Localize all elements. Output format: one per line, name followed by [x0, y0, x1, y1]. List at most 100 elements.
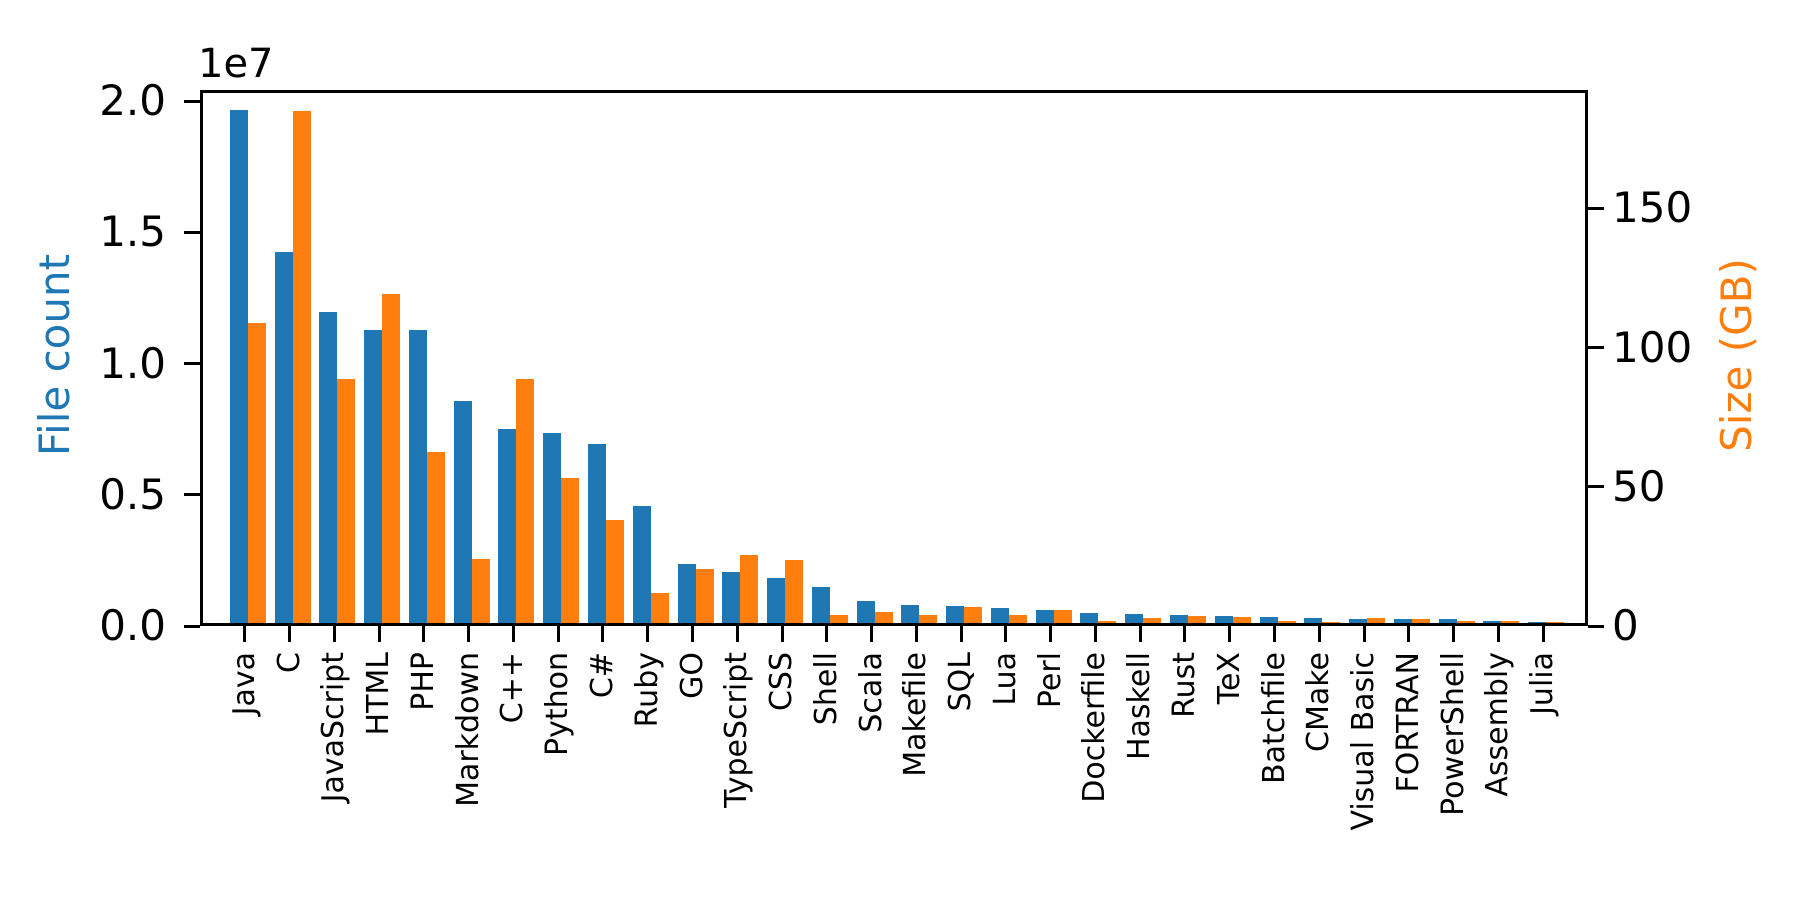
bar-file-count-haskell	[1125, 614, 1144, 623]
bar-file-count-lua	[990, 607, 1009, 623]
left-tick-label-1.5: 1.5	[99, 207, 166, 257]
bar-size-tex	[1232, 617, 1251, 623]
x-tick-label-cmake: CMake	[1301, 652, 1337, 752]
bar-size-html	[382, 294, 401, 623]
x-tick-mark	[1183, 626, 1187, 642]
bar-size-sql	[964, 607, 983, 623]
x-tick-label-ruby: Ruby	[629, 652, 665, 728]
x-tick-label-dockerfile: Dockerfile	[1077, 652, 1113, 803]
x-tick-mark	[825, 626, 829, 642]
x-tick-label-c: C#	[584, 652, 620, 699]
bar-size-perl	[1053, 609, 1072, 623]
bar-size-powershell	[1456, 621, 1475, 623]
x-tick-label-javascript: JavaScript	[316, 652, 352, 803]
x-tick-mark	[1496, 626, 1500, 642]
x-tick-mark	[1317, 626, 1321, 642]
x-tick-mark	[1407, 626, 1411, 642]
x-tick-label-html: HTML	[360, 652, 396, 736]
right-tick-mark	[1588, 206, 1604, 210]
right-tick-label-50: 50	[1612, 461, 1666, 511]
x-tick-mark	[959, 626, 963, 642]
bar-file-count-go	[677, 563, 696, 623]
right-tick-label-0: 0	[1612, 601, 1639, 650]
x-tick-mark	[332, 626, 336, 642]
bar-file-count-visual-basic	[1349, 618, 1368, 623]
bar-size-c	[292, 111, 311, 623]
bar-size-java	[247, 323, 266, 623]
x-tick-mark	[556, 626, 560, 642]
x-tick-mark	[377, 626, 381, 642]
bar-file-count-c	[274, 251, 293, 623]
x-tick-label-rust: Rust	[1166, 652, 1202, 718]
bar-size-makefile	[919, 614, 938, 623]
x-tick-mark	[243, 626, 247, 642]
right-tick-label-150: 150	[1612, 183, 1693, 233]
x-tick-mark	[1228, 626, 1232, 642]
right-tick-mark	[1588, 624, 1604, 628]
bar-file-count-makefile	[901, 605, 920, 623]
x-tick-mark	[1049, 626, 1053, 642]
x-tick-label-c: C++	[495, 652, 531, 724]
x-tick-mark	[601, 626, 605, 642]
x-tick-mark	[467, 626, 471, 642]
bar-file-count-cmake	[1304, 618, 1323, 623]
bar-size-c	[605, 520, 624, 623]
x-tick-label-python: Python	[539, 652, 575, 756]
bar-file-count-dockerfile	[1080, 613, 1099, 623]
bar-file-count-perl	[1035, 609, 1054, 623]
bar-size-python	[561, 478, 580, 623]
right-tick-label-100: 100	[1612, 322, 1693, 372]
bar-file-count-sql	[946, 605, 965, 623]
x-tick-label-java: Java	[226, 652, 262, 716]
left-tick-label-0.5: 0.5	[99, 469, 166, 519]
left-tick-label-2.0: 2.0	[99, 76, 166, 126]
bar-file-count-html	[364, 329, 383, 623]
x-tick-mark	[691, 626, 694, 642]
left-axis-offset-text: 1e7	[198, 41, 274, 87]
x-tick-label-perl: Perl	[1032, 652, 1068, 709]
x-tick-label-makefile: Makefile	[898, 652, 934, 777]
bar-file-count-php	[408, 329, 427, 623]
x-tick-mark	[780, 626, 784, 642]
bar-size-javascript	[337, 378, 356, 623]
bar-file-count-typescript	[722, 572, 741, 623]
x-tick-label-powershell: PowerShell	[1435, 652, 1471, 816]
x-tick-label-markdown: Markdown	[450, 652, 486, 807]
bar-file-count-java	[229, 109, 248, 623]
x-tick-mark	[1452, 626, 1456, 642]
bar-size-markdown	[471, 558, 490, 623]
right-tick-mark	[1588, 485, 1604, 489]
bar-size-ruby	[650, 592, 669, 623]
x-tick-label-c: C	[271, 652, 307, 673]
x-tick-label-assembly: Assembly	[1480, 652, 1516, 797]
x-tick-label-lua: Lua	[987, 652, 1023, 706]
x-tick-mark	[646, 626, 650, 642]
bar-size-dockerfile	[1098, 621, 1117, 623]
bar-file-count-c	[587, 444, 606, 623]
bar-size-css	[785, 559, 804, 623]
bar-size-assembly	[1501, 620, 1520, 623]
bar-file-count-assembly	[1483, 620, 1502, 623]
x-tick-mark	[1362, 626, 1366, 642]
bar-size-php	[426, 452, 445, 623]
left-tick-mark	[184, 230, 200, 234]
bar-file-count-tex	[1214, 616, 1233, 623]
bar-size-fortran	[1411, 618, 1430, 623]
bar-size-batchfile	[1277, 621, 1296, 623]
bar-size-visual-basic	[1367, 617, 1386, 623]
x-tick-mark	[288, 626, 292, 642]
x-tick-label-css: CSS	[763, 652, 799, 712]
bar-file-count-fortran	[1393, 619, 1412, 623]
x-tick-mark	[1541, 626, 1545, 642]
x-tick-label-php: PHP	[405, 652, 441, 711]
x-tick-label-sql: SQL	[942, 652, 978, 712]
left-tick-label-1.0: 1.0	[99, 338, 166, 388]
bar-file-count-ruby	[632, 505, 651, 623]
x-tick-mark	[511, 626, 515, 642]
bar-size-haskell	[1143, 617, 1162, 623]
x-tick-label-fortran: FORTRAN	[1390, 652, 1426, 793]
x-tick-label-shell: Shell	[808, 652, 844, 726]
bar-size-lua	[1008, 615, 1027, 623]
x-tick-label-julia: Julia	[1524, 652, 1560, 715]
